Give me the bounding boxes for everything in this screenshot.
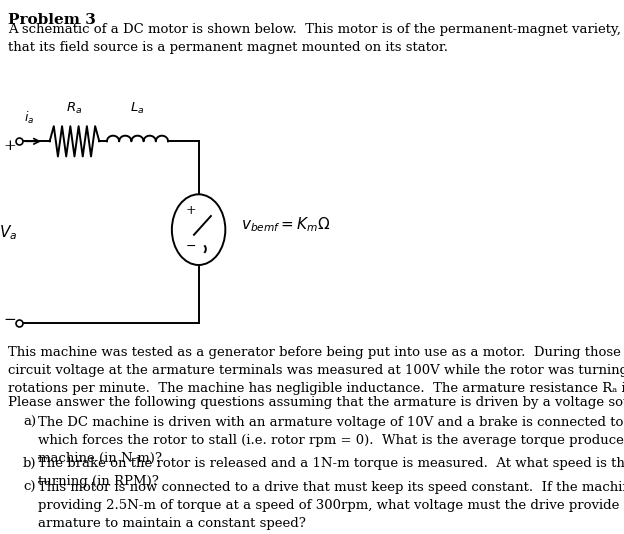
Text: Please answer the following questions assuming that the armature is driven by a : Please answer the following questions as… [7,396,624,409]
Text: +: + [3,139,16,153]
Text: This motor is now connected to a drive that must keep its speed constant.  If th: This motor is now connected to a drive t… [38,481,624,530]
Text: $R_a$: $R_a$ [66,101,82,116]
Text: This machine was tested as a generator before being put into use as a motor.  Du: This machine was tested as a generator b… [7,345,624,395]
Text: b): b) [23,457,36,470]
Text: Problem 3: Problem 3 [7,13,95,27]
Text: a): a) [23,417,36,429]
Text: $L_a$: $L_a$ [130,101,145,116]
Text: c): c) [23,481,36,493]
Text: The brake on the rotor is released and a 1N-m torque is measured.  At what speed: The brake on the rotor is released and a… [38,457,624,488]
Text: $v_{bemf} = K_m\Omega$: $v_{bemf} = K_m\Omega$ [241,215,330,234]
Text: The DC machine is driven with an armature voltage of 10V and a brake is connecte: The DC machine is driven with an armatur… [38,417,624,466]
Text: $-$: $-$ [3,311,16,325]
Text: $i_a$: $i_a$ [24,110,34,126]
Text: $V_a$: $V_a$ [0,223,17,241]
Text: A schematic of a DC motor is shown below.  This motor is of the permanent-magnet: A schematic of a DC motor is shown below… [7,23,624,54]
Text: +: + [185,204,196,217]
Text: $-$: $-$ [185,239,196,252]
